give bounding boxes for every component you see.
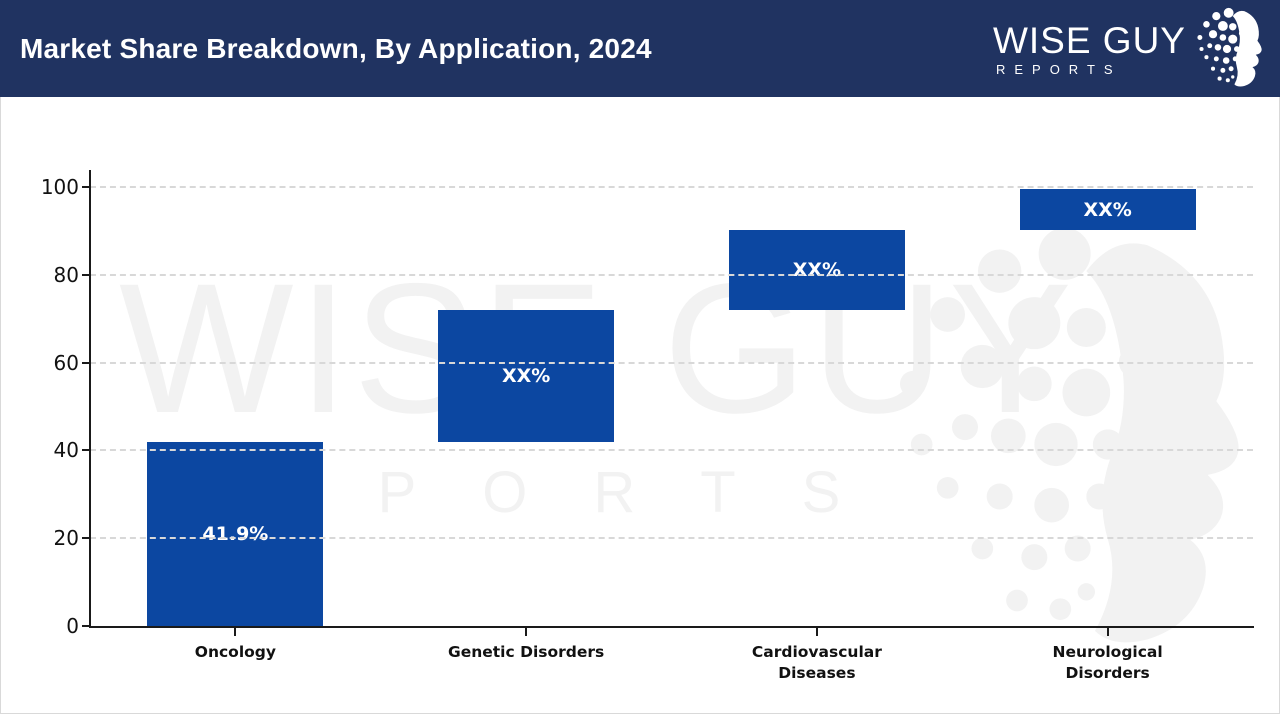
gridline [90, 186, 1253, 188]
y-tick-label: 40 [53, 438, 79, 463]
dotted-head-profile-icon [1197, 7, 1262, 87]
y-tick-mark [82, 361, 90, 364]
bar-value-label: XX% [501, 365, 551, 388]
x-axis-label: Oncology [194, 643, 276, 661]
x-tick-mark [234, 628, 237, 636]
brand-logo-text: WISE GUY REPORTS [993, 22, 1186, 76]
x-tick-mark [815, 628, 818, 636]
y-tick-label: 80 [53, 262, 79, 287]
y-tick-mark [82, 625, 90, 627]
brand-subname: REPORTS [995, 61, 1122, 77]
y-tick-label: 20 [53, 526, 79, 551]
x-axis-label: Neurological Disorders [1052, 643, 1163, 682]
page-title: Market Share Breakdown, By Application, … [20, 32, 652, 64]
gridline [90, 537, 1253, 540]
y-tick-mark [82, 273, 90, 276]
gridline [90, 361, 1253, 364]
x-axis-label: Genetic Disorders [447, 643, 605, 661]
y-tick-label: 0 [66, 614, 79, 638]
bar-value-label: XX% [792, 259, 842, 282]
x-axis-line [89, 626, 1254, 628]
y-tick-label: 60 [53, 350, 79, 375]
gridline [90, 449, 1253, 452]
x-tick-mark [1106, 628, 1109, 636]
brand-name: WISE GUY [992, 19, 1186, 61]
brand-logo: WISE GUY REPORTS [993, 6, 1266, 92]
y-axis-line [89, 170, 91, 628]
watermark-dotted-head-profile-icon [900, 227, 1239, 643]
x-tick-mark [525, 628, 528, 636]
y-tick-mark [82, 537, 90, 540]
waterfall-bar: XX% [1019, 189, 1196, 231]
header-bar: Market Share Breakdown, By Application, … [0, 0, 1280, 97]
waterfall-bar: XX% [438, 310, 615, 443]
y-tick-mark [82, 186, 90, 188]
x-axis-label: Cardiovascular Diseases [751, 643, 882, 682]
y-tick-mark [82, 449, 90, 452]
gridline [90, 273, 1253, 276]
bar-value-label: 41.9% [202, 523, 269, 546]
waterfall-bar: 41.9% [147, 442, 324, 626]
chart-canvas: WISE GUY REPORTS [0, 97, 1280, 714]
waterfall-bar: XX% [728, 230, 905, 311]
bar-value-label: XX% [1083, 198, 1132, 221]
y-tick-label: 100 [40, 175, 79, 199]
